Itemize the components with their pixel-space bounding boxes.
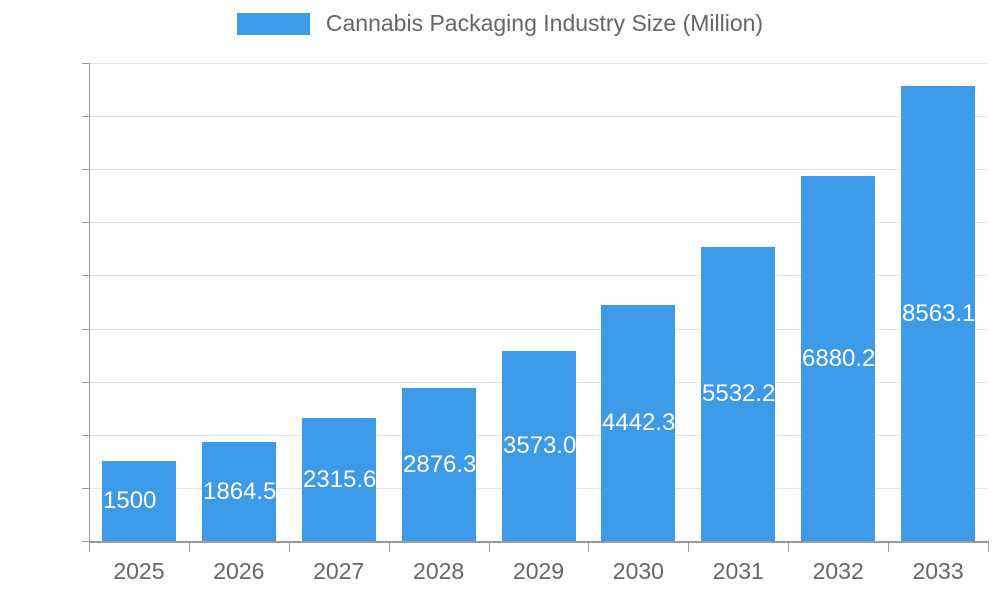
bar-value-label: 5532.26	[702, 380, 775, 407]
bar[interactable]: 5532.26	[701, 247, 775, 541]
bar[interactable]: 1864.5	[202, 442, 276, 541]
grid-line	[89, 63, 988, 64]
bar[interactable]: 6880.28	[801, 176, 875, 541]
x-axis-line	[89, 541, 989, 543]
legend-item-label: Cannabis Packaging Industry Size (Millio…	[325, 10, 764, 36]
chart-legend: Cannabis Packaging Industry Size (Millio…	[0, 12, 1000, 35]
bar[interactable]: 2876.36	[402, 388, 476, 541]
bar-value-label: 6880.28	[802, 344, 875, 372]
grid-line	[89, 169, 988, 171]
bar[interactable]: 1500	[102, 461, 176, 541]
bar[interactable]: 8563.12	[901, 86, 975, 541]
bar-value-label: 3573.06	[503, 432, 576, 459]
bar-value-label: 8563.12	[902, 299, 975, 327]
bar[interactable]: 4442.33	[601, 305, 675, 541]
bar[interactable]: 3573.06	[502, 351, 576, 541]
grid-line	[89, 222, 988, 224]
bar-value-label: 2315.67	[303, 465, 376, 493]
bar-value-label: 2876.36	[403, 450, 476, 478]
grid-line	[89, 328, 988, 330]
grid-line	[89, 275, 988, 277]
bar-value-label: 1500	[103, 487, 157, 514]
bar-value-label: 4442.33	[602, 409, 675, 436]
grid-line	[89, 116, 988, 118]
y-axis-line	[89, 63, 90, 542]
bar-value-label: 1864.5	[203, 477, 276, 505]
legend-swatch-icon	[236, 12, 310, 35]
bar[interactable]: 2315.67	[302, 418, 376, 541]
legend-item-cannabis-packaging-industry-size[interactable]: Cannabis Packaging Industry Size (Millio…	[236, 10, 764, 36]
